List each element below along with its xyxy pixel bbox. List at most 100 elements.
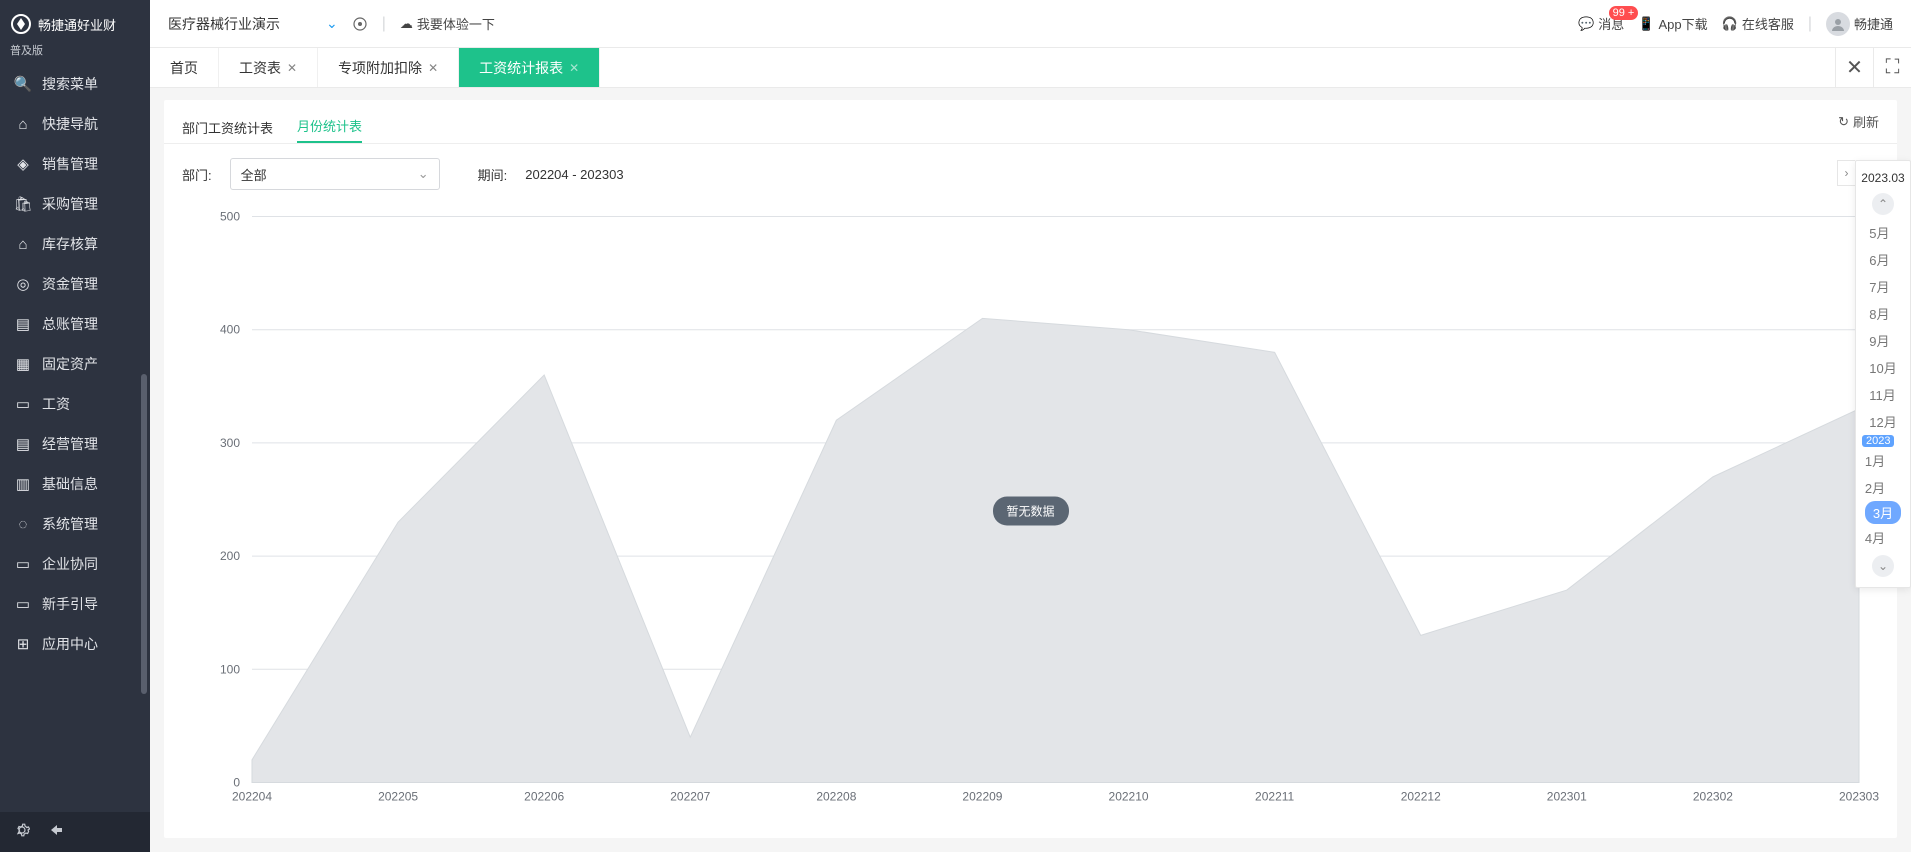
svg-text:202209: 202209 — [962, 790, 1002, 804]
refresh-icon: ↻ — [1838, 114, 1849, 130]
month-rail-item[interactable]: 1月 — [1865, 447, 1901, 474]
sidebar-item-3[interactable]: 🛍采购管理 — [0, 184, 150, 224]
user-menu[interactable]: 畅捷通 — [1826, 12, 1893, 36]
chart: 0100200300400500202204202205202206202207… — [164, 204, 1897, 843]
box-icon: ⌂ — [14, 235, 32, 253]
month-rail-up[interactable]: ⌃ — [1872, 193, 1894, 215]
panel: 部门工资统计表 月份统计表 ↻ 刷新 部门: 全部 ⌄ 期间: 202204 -… — [164, 100, 1897, 838]
try-button[interactable]: ☁ 我要体验一下 — [400, 14, 495, 33]
sidebar-item-label: 库存核算 — [42, 234, 98, 254]
sidebar-scrollbar[interactable] — [141, 374, 147, 694]
subtab-month[interactable]: 月份统计表 — [297, 110, 362, 143]
month-rail-item[interactable]: 7月 — [1869, 273, 1896, 300]
tab-label: 工资统计报表 — [479, 58, 563, 78]
dept-select[interactable]: 全部 ⌄ — [230, 158, 440, 190]
support-button[interactable]: 🎧 在线客服 — [1722, 14, 1794, 33]
phone-icon: 📱 — [1638, 16, 1654, 32]
month-rail-item[interactable]: 5月 — [1869, 219, 1896, 246]
avatar-icon — [1826, 12, 1850, 36]
tab-label: 专项附加扣除 — [338, 58, 422, 78]
home-icon: ⌂ — [14, 115, 32, 133]
sidebar-item-label: 固定资产 — [42, 354, 98, 374]
org-selector[interactable]: 医疗器械行业演示 ⌄ — [168, 14, 338, 34]
try-label: 我要体验一下 — [417, 14, 495, 33]
month-rail-item[interactable]: 8月 — [1869, 300, 1896, 327]
svg-text:202205: 202205 — [378, 790, 418, 804]
sidebar-item-8[interactable]: ▭工资 — [0, 384, 150, 424]
sys-icon: ◌ — [14, 515, 32, 533]
app-download-label: App下载 — [1658, 14, 1707, 33]
sidebar-item-label: 工资 — [42, 394, 70, 414]
sidebar-item-11[interactable]: ◌系统管理 — [0, 504, 150, 544]
tab-2[interactable]: 专项附加扣除 ✕ — [318, 48, 459, 87]
sidebar-item-13[interactable]: ▭新手引导 — [0, 584, 150, 624]
month-rail-year-divider: 2023 — [1862, 435, 1894, 447]
sidebar-item-0[interactable]: 🔍搜索菜单 — [0, 64, 150, 104]
month-rail-down[interactable]: ⌄ — [1872, 555, 1894, 577]
sidebar-item-label: 经营管理 — [42, 434, 98, 454]
sidebar-footer — [0, 812, 150, 852]
content-area: 部门工资统计表 月份统计表 ↻ 刷新 部门: 全部 ⌄ 期间: 202204 -… — [150, 88, 1911, 852]
asset-icon: ▦ — [14, 355, 32, 373]
close-icon[interactable]: ✕ — [287, 61, 297, 75]
sidebar-item-label: 新手引导 — [42, 594, 98, 614]
sidebar-item-2[interactable]: ◈销售管理 — [0, 144, 150, 184]
svg-text:202204: 202204 — [232, 790, 272, 804]
close-icon[interactable]: ✕ — [569, 61, 579, 75]
sidebar-item-label: 总账管理 — [42, 314, 98, 334]
refresh-button[interactable]: ↻ 刷新 — [1838, 112, 1879, 131]
close-icon[interactable]: ✕ — [428, 61, 438, 75]
month-rail: 2023.03 ⌃ 5月6月7月8月9月10月11月12月 2023 1月2月3… — [1855, 160, 1911, 588]
svg-text:202210: 202210 — [1109, 790, 1149, 804]
close-all-tabs-button[interactable]: ✕ — [1835, 48, 1873, 87]
sidebar-item-label: 企业协同 — [42, 554, 98, 574]
month-rail-item[interactable]: 10月 — [1869, 354, 1896, 381]
month-rail-item[interactable]: 9月 — [1869, 327, 1896, 354]
month-rail-item[interactable]: 6月 — [1869, 246, 1896, 273]
sidebar-item-6[interactable]: ▤总账管理 — [0, 304, 150, 344]
no-data-badge: 暂无数据 — [992, 496, 1068, 525]
sidebar-item-1[interactable]: ⌂快捷导航 — [0, 104, 150, 144]
svg-text:202207: 202207 — [670, 790, 710, 804]
filters: 部门: 全部 ⌄ 期间: 202204 - 202303 — [164, 144, 1897, 204]
org-name: 医疗器械行业演示 — [168, 14, 280, 34]
tab-3[interactable]: 工资统计报表 ✕ — [459, 48, 600, 87]
sidebar-item-9[interactable]: ▤经营管理 — [0, 424, 150, 464]
month-rail-item[interactable]: 12月 — [1869, 408, 1896, 435]
subtabs: 部门工资统计表 月份统计表 — [164, 100, 1897, 144]
brand-edition: 普及版 — [0, 42, 150, 58]
month-rail-item[interactable]: 11月 — [1869, 381, 1896, 408]
settings-icon[interactable] — [14, 822, 30, 843]
tab-0[interactable]: 首页 — [150, 48, 219, 87]
svg-text:202303: 202303 — [1839, 790, 1879, 804]
month-rail-item[interactable]: 2月 — [1865, 474, 1901, 501]
chevron-down-icon: ⌄ — [326, 15, 338, 32]
month-rail-collapse[interactable]: › — [1837, 160, 1855, 186]
app-download-button[interactable]: 📱 App下载 — [1638, 14, 1707, 33]
settings-button[interactable] — [352, 16, 368, 32]
collapse-sidebar-icon[interactable] — [48, 823, 64, 842]
sidebar-item-10[interactable]: ▥基础信息 — [0, 464, 150, 504]
appc-icon: ⊞ — [14, 635, 32, 653]
month-rail-head: 2023.03 — [1861, 167, 1904, 189]
sidebar-item-12[interactable]: ▭企业协同 — [0, 544, 150, 584]
svg-text:500: 500 — [220, 210, 240, 224]
sidebar-item-7[interactable]: ▦ 固定资产 — [0, 344, 150, 384]
month-rail-item[interactable]: 4月 — [1865, 524, 1901, 551]
svg-text:202212: 202212 — [1401, 790, 1441, 804]
sidebar-item-label: 资金管理 — [42, 274, 98, 294]
month-rail-item[interactable]: 3月 — [1865, 501, 1901, 524]
topbar: 医疗器械行业演示 ⌄ | ☁ 我要体验一下 💬 消息 99 + 📱 App下载 … — [150, 0, 1911, 48]
tab-1[interactable]: 工资表✕ — [219, 48, 318, 87]
subtab-dept[interactable]: 部门工资统计表 — [182, 112, 273, 143]
messages-button[interactable]: 💬 消息 99 + — [1578, 14, 1624, 33]
sidebar-item-4[interactable]: ⌂ 库存核算 — [0, 224, 150, 264]
brand: 畅捷通好业财 — [0, 0, 150, 48]
sidebar-item-14[interactable]: ⊞应用中心 — [0, 624, 150, 664]
fullscreen-button[interactable]: ⛶ — [1873, 48, 1911, 87]
sidebar-item-5[interactable]: ◎资金管理 — [0, 264, 150, 304]
refresh-label: 刷新 — [1853, 112, 1879, 131]
sidebar: 畅捷通好业财 普及版 🔍搜索菜单⌂快捷导航◈销售管理🛍采购管理 ⌂ 库存核算 ◎资金管… — [0, 0, 150, 852]
svg-text:300: 300 — [220, 436, 240, 450]
message-icon: 💬 — [1578, 16, 1594, 32]
